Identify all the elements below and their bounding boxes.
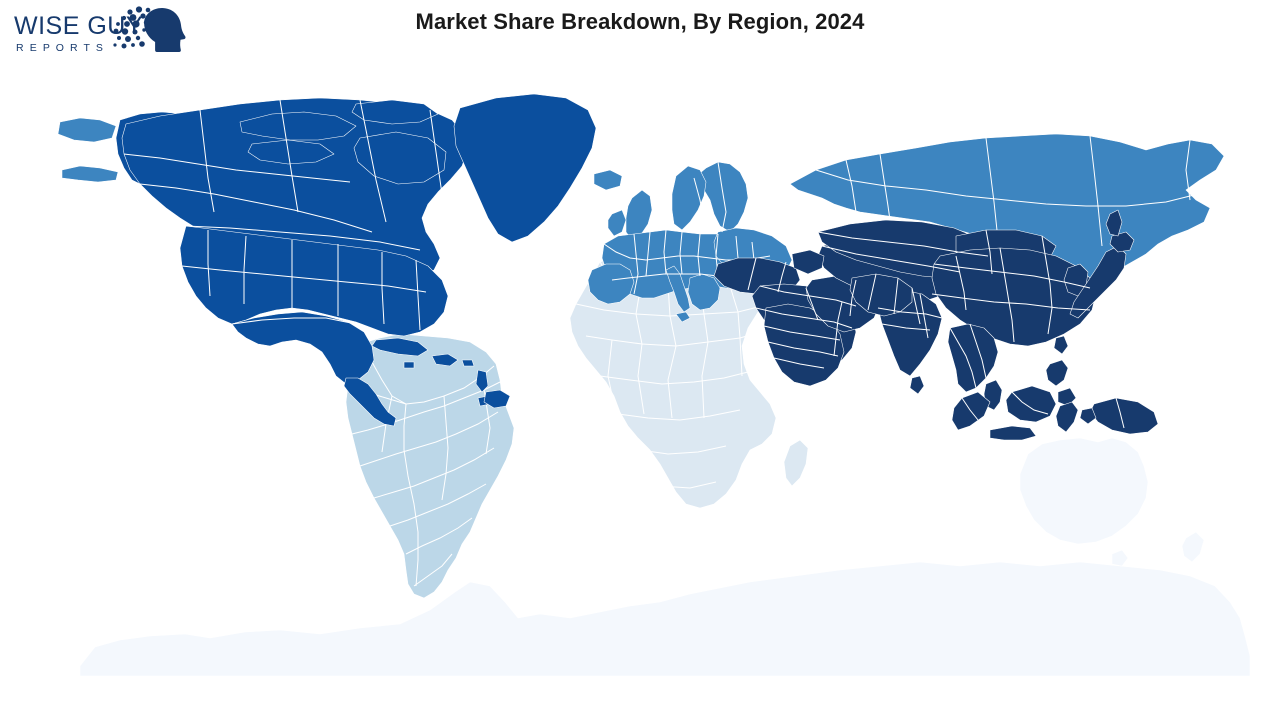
chart-header: WISE GUY R E P O R T S Market Share Brea… [0,0,1280,62]
country-russia-wrap-west[interactable] [58,118,116,142]
country-tasmania[interactable] [1112,550,1128,566]
logo-svg: WISE GUY R E P O R T S [14,6,186,54]
lesser-antilles[interactable] [476,370,488,392]
region-oceania-antarctica[interactable] [80,562,1250,676]
logo-wordmark-secondary: R E P O R T S [16,42,105,54]
island-cuba[interactable] [372,338,428,356]
country-philippines[interactable] [1046,360,1068,386]
country-united-states[interactable] [180,226,448,336]
world-map-container [0,46,1280,720]
country-south-america-landmass[interactable] [346,334,514,598]
country-china[interactable] [932,248,1096,346]
wise-guy-reports-logo: WISE GUY R E P O R T S [12,4,202,58]
region-central-america[interactable] [344,378,396,426]
island-sulawesi[interactable] [1056,402,1078,432]
asia-internal-borders [747,229,1125,429]
island-puerto-rico[interactable] [462,360,474,366]
baffin-island[interactable] [354,132,446,184]
region-caucasus[interactable] [792,250,824,274]
country-australia[interactable] [1020,438,1148,544]
region-balkans[interactable] [688,274,720,310]
island-sri-lanka[interactable] [910,376,924,394]
aleutian-islands[interactable] [62,166,118,182]
island-hokkaido[interactable] [1110,232,1134,252]
region-oceania[interactable] [1020,438,1204,566]
island-sicily[interactable] [676,312,690,322]
country-norway-sweden-west[interactable] [672,166,706,230]
country-scandinavia[interactable] [694,162,748,232]
logo-wordmark-primary: WISE GUY [14,12,143,40]
island-maluku[interactable] [1080,408,1096,424]
country-greenland[interactable] [454,94,596,242]
island-java[interactable] [990,426,1036,440]
island-sakhalin[interactable] [1106,210,1122,236]
north-america-internal-borders [123,99,447,331]
region-asia-pacific-middle-east[interactable] [714,210,1158,440]
country-ireland[interactable] [608,210,626,236]
ellesmere-island[interactable] [352,100,438,124]
country-new-zealand[interactable] [1182,532,1204,562]
region-north-america[interactable] [116,94,596,426]
arctic-islands-group[interactable] [240,112,356,140]
world-map-choropleth [0,46,1280,720]
country-iceland[interactable] [594,170,622,190]
country-iberia[interactable] [588,264,634,304]
island-taiwan[interactable] [1054,336,1068,354]
island-hispaniola[interactable] [432,354,458,366]
island-jamaica[interactable] [404,362,414,368]
victoria-island[interactable] [248,140,334,164]
page-title: Market Share Breakdown, By Region, 2024 [415,9,865,34]
country-guyana-suriname[interactable] [484,390,510,408]
head-profile-dots-icon [113,6,186,52]
country-antarctica[interactable] [80,562,1250,676]
country-italy[interactable] [666,266,690,312]
country-madagascar[interactable] [784,440,808,486]
